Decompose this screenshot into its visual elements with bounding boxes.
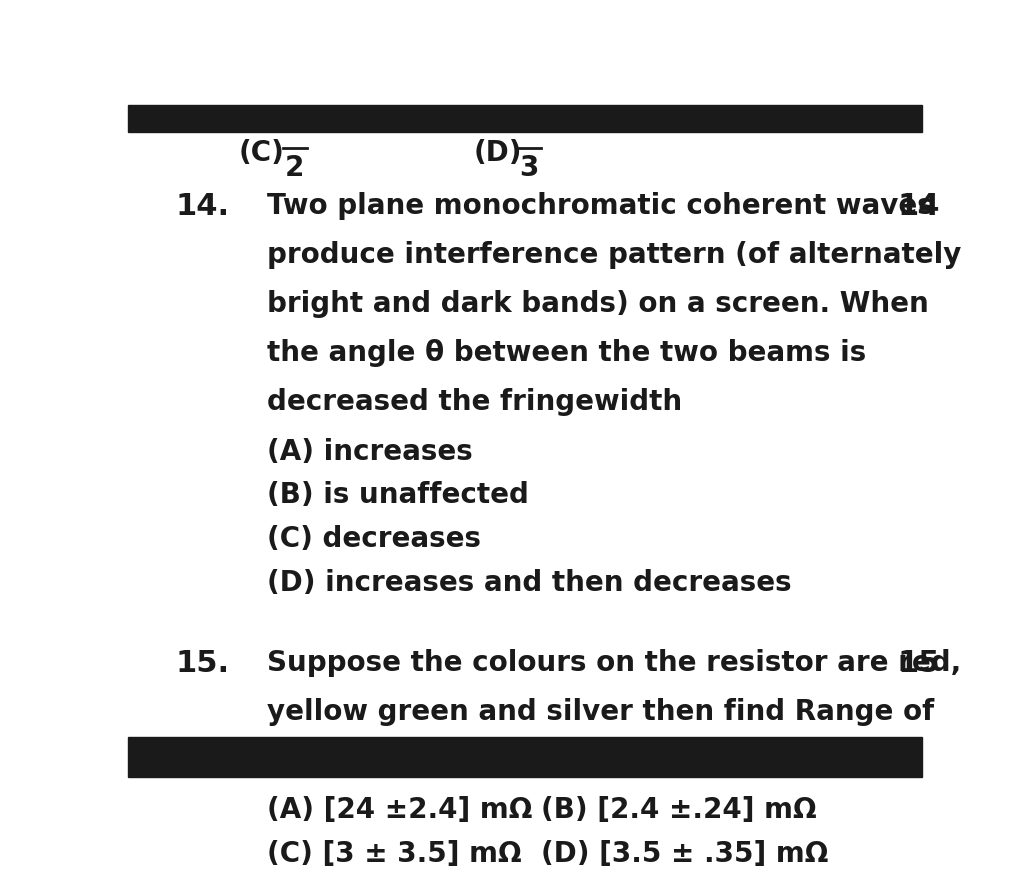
Text: (C) decreases: (C) decreases <box>267 525 481 553</box>
Text: (D) [3.5 ± .35] mΩ: (D) [3.5 ± .35] mΩ <box>541 840 828 868</box>
Text: produce interference pattern (of alternately: produce interference pattern (of alterna… <box>267 241 962 269</box>
Text: 15.: 15. <box>176 650 229 678</box>
Text: (D): (D) <box>473 139 521 167</box>
Text: (B) [2.4 ±.24] mΩ: (B) [2.4 ±.24] mΩ <box>541 796 816 824</box>
Text: 1:04 PM: 1:04 PM <box>152 111 208 125</box>
Text: 2: 2 <box>285 154 304 182</box>
Text: (A) increases: (A) increases <box>267 437 473 465</box>
Text: Suppose the colours on the resistor are red,: Suppose the colours on the resistor are … <box>267 650 962 677</box>
Text: 91%: 91% <box>867 111 898 125</box>
Text: yellow green and silver then find Range of: yellow green and silver then find Range … <box>267 698 934 726</box>
Text: —: — <box>516 748 534 766</box>
Text: 15: 15 <box>898 650 940 678</box>
Text: (D) increases and then decreases: (D) increases and then decreases <box>267 568 792 596</box>
Text: Resistance: Resistance <box>267 747 437 775</box>
Text: (B) is unaffected: (B) is unaffected <box>267 481 528 509</box>
Text: the angle θ between the two beams is: the angle θ between the two beams is <box>267 340 866 368</box>
Text: 3: 3 <box>519 154 539 182</box>
Text: bright and dark bands) on a screen. When: bright and dark bands) on a screen. When <box>267 291 929 319</box>
Text: 14.: 14. <box>176 192 229 221</box>
Text: Two plane monochromatic coherent waves: Two plane monochromatic coherent waves <box>267 192 934 220</box>
Text: (A) [24 ±2.4] mΩ: (A) [24 ±2.4] mΩ <box>267 796 532 824</box>
Text: decreased the fringewidth: decreased the fringewidth <box>267 388 682 416</box>
Text: 14: 14 <box>898 192 940 221</box>
Text: (C) [3 ± 3.5] mΩ: (C) [3 ± 3.5] mΩ <box>267 840 521 868</box>
Text: (C): (C) <box>240 139 285 167</box>
